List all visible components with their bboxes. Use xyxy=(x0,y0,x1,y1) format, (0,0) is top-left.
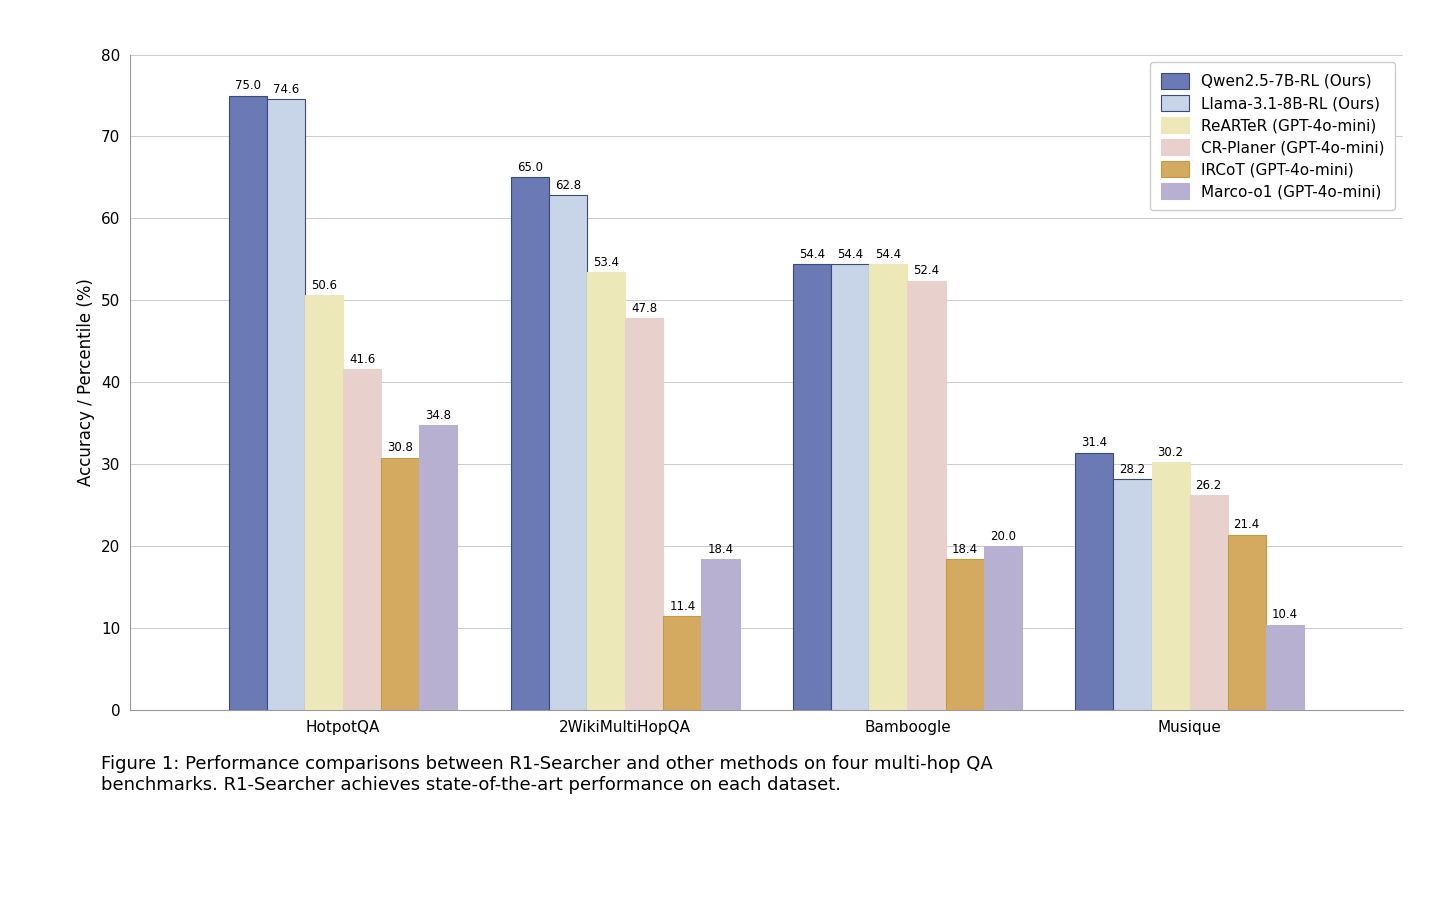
Bar xyxy=(228,96,268,710)
Bar xyxy=(908,280,946,710)
Text: 30.2: 30.2 xyxy=(1158,446,1184,460)
Bar xyxy=(549,196,587,710)
Legend: Qwen2.5-7B-RL (Ours), Llama-3.1-8B-RL (Ours), ReARTeR (GPT-4o-mini), CR-Planer (: Qwen2.5-7B-RL (Ours), Llama-3.1-8B-RL (O… xyxy=(1151,62,1395,210)
Text: 54.4: 54.4 xyxy=(875,248,901,261)
Bar xyxy=(343,369,382,710)
Bar xyxy=(869,264,908,710)
Text: 62.8: 62.8 xyxy=(555,179,581,192)
Bar xyxy=(794,264,831,710)
Text: 53.4: 53.4 xyxy=(593,257,619,269)
Bar xyxy=(1151,462,1190,710)
Bar xyxy=(625,318,664,710)
Bar xyxy=(831,264,869,710)
Text: 26.2: 26.2 xyxy=(1196,479,1222,492)
Bar xyxy=(419,425,457,710)
Bar xyxy=(701,559,739,710)
Bar xyxy=(983,546,1022,710)
Text: 34.8: 34.8 xyxy=(425,409,451,421)
Bar xyxy=(1113,479,1151,710)
Text: 18.4: 18.4 xyxy=(707,543,733,556)
Text: 11.4: 11.4 xyxy=(669,601,696,613)
Bar xyxy=(305,296,343,710)
Text: 47.8: 47.8 xyxy=(632,302,658,315)
Text: 28.2: 28.2 xyxy=(1119,462,1145,476)
Text: 41.6: 41.6 xyxy=(348,353,376,366)
Text: 21.4: 21.4 xyxy=(1233,519,1259,531)
Text: 30.8: 30.8 xyxy=(388,441,414,454)
Text: 75.0: 75.0 xyxy=(234,79,260,92)
Text: 52.4: 52.4 xyxy=(914,265,940,278)
Y-axis label: Accuracy / Percentile (%): Accuracy / Percentile (%) xyxy=(78,278,95,486)
Bar xyxy=(510,177,549,710)
Text: 54.4: 54.4 xyxy=(837,248,863,261)
Bar xyxy=(1228,534,1265,710)
Text: 50.6: 50.6 xyxy=(311,279,337,292)
Text: 20.0: 20.0 xyxy=(989,530,1015,542)
Text: 74.6: 74.6 xyxy=(273,83,299,96)
Bar xyxy=(1076,452,1113,710)
Text: 65.0: 65.0 xyxy=(518,161,544,174)
Bar xyxy=(1265,624,1304,710)
Text: 31.4: 31.4 xyxy=(1082,437,1108,450)
Bar xyxy=(268,99,305,710)
Text: Figure 1: Performance comparisons between R1-Searcher and other methods on four : Figure 1: Performance comparisons betwee… xyxy=(101,755,993,794)
Bar xyxy=(587,272,625,710)
Bar xyxy=(1190,495,1228,710)
Bar xyxy=(382,458,419,710)
Bar xyxy=(664,616,701,710)
Text: 10.4: 10.4 xyxy=(1272,609,1299,622)
Bar xyxy=(946,559,983,710)
Text: 18.4: 18.4 xyxy=(951,543,977,556)
Text: 54.4: 54.4 xyxy=(800,248,826,261)
